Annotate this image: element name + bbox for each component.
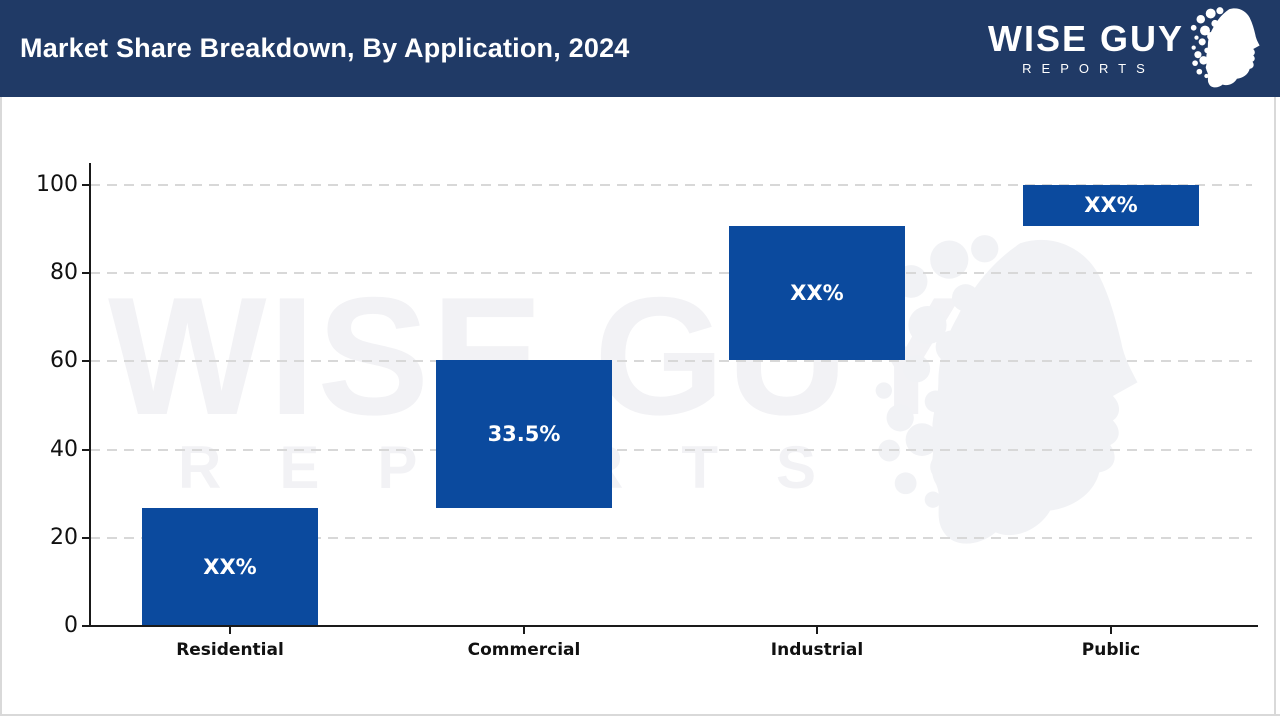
header-bar: Market Share Breakdown, By Application, … — [0, 0, 1280, 97]
gridline-y40 — [90, 448, 1252, 451]
x-axis-tick — [816, 627, 818, 634]
wise-guy-reports-logo: WISE GUY REPORTS — [988, 6, 1266, 92]
y-axis-tick — [82, 448, 90, 451]
bar-residential: XX% — [142, 507, 318, 626]
bar-commercial: 33.5% — [436, 360, 612, 508]
y-axis-tick-label: 0 — [64, 613, 78, 638]
x-axis-category-label: Commercial — [467, 640, 581, 660]
page-title: Market Share Breakdown, By Application, … — [20, 33, 630, 63]
y-axis-tick — [82, 360, 90, 363]
y-axis-tick — [82, 536, 90, 539]
y-axis-tick — [82, 625, 90, 627]
bar-public: XX% — [1023, 185, 1199, 226]
x-axis-category-label: Industrial — [770, 640, 864, 660]
y-axis-tick — [82, 272, 90, 275]
y-axis-tick-label: 40 — [50, 436, 78, 462]
logo-wordmark: WISE GUY — [987, 18, 1184, 59]
bar-value-label: 33.5% — [487, 421, 561, 446]
x-axis-tick — [1110, 627, 1112, 634]
page-border-bottom — [0, 714, 1280, 716]
y-axis-tick-label: 20 — [50, 524, 78, 550]
y-axis-line — [89, 163, 91, 627]
y-axis-tick — [82, 184, 90, 186]
logo-text: WISE GUY REPORTS — [987, 18, 1184, 77]
logo-subtext: REPORTS — [1022, 61, 1155, 76]
y-axis-tick-label: 100 — [36, 172, 78, 197]
x-axis-category-label: Public — [1081, 640, 1141, 660]
gridline-y20 — [90, 536, 1252, 539]
page-border-right — [1274, 97, 1276, 716]
bar-value-label: XX% — [203, 554, 257, 579]
gridline-y60 — [90, 360, 1252, 363]
x-axis-tick — [229, 627, 231, 634]
bar-value-label: XX% — [1084, 193, 1138, 218]
bar-industrial: XX% — [729, 225, 905, 361]
x-axis-category-label: Residential — [176, 640, 284, 660]
x-axis-line — [88, 625, 1258, 627]
y-axis-tick-label: 80 — [50, 260, 78, 286]
bar-value-label: XX% — [790, 280, 844, 305]
gridline-y100 — [90, 184, 1252, 186]
y-axis-tick-label: 60 — [50, 348, 78, 374]
gridline-y80 — [90, 272, 1252, 275]
wise-guy-head-watermark-icon — [872, 235, 1138, 544]
page-border-left — [0, 97, 2, 716]
wise-guy-head-icon — [1190, 6, 1260, 87]
x-axis-tick — [523, 627, 525, 634]
